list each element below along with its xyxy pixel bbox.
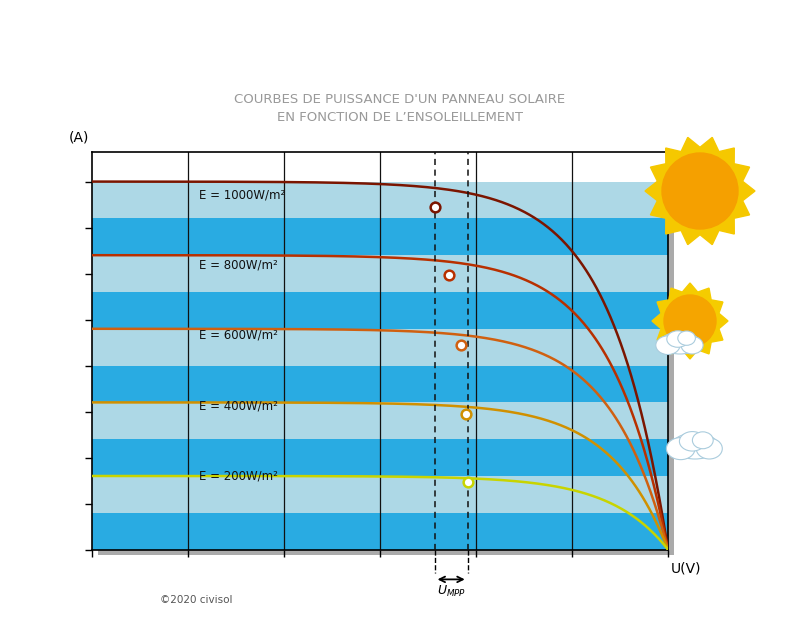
Bar xyxy=(92,255,668,292)
Bar xyxy=(92,219,668,255)
Ellipse shape xyxy=(681,337,703,354)
Bar xyxy=(92,181,668,219)
Bar xyxy=(92,513,668,550)
Circle shape xyxy=(662,153,738,229)
Ellipse shape xyxy=(656,336,680,355)
Text: E = 800W/m²: E = 800W/m² xyxy=(198,258,278,271)
Polygon shape xyxy=(652,283,728,359)
Text: COURBES DE PUISSANCE D'UN PANNEAU SOLAIRE: COURBES DE PUISSANCE D'UN PANNEAU SOLAIR… xyxy=(234,93,566,106)
Bar xyxy=(92,476,668,513)
Text: (A): (A) xyxy=(69,130,89,144)
Text: E = 600W/m²: E = 600W/m² xyxy=(198,329,278,342)
Text: ©2020 civisol: ©2020 civisol xyxy=(160,596,233,605)
Bar xyxy=(92,329,668,366)
Ellipse shape xyxy=(660,332,700,354)
Text: $U_{MPP}$: $U_{MPP}$ xyxy=(437,584,466,599)
Bar xyxy=(92,292,668,329)
Text: E = 1000W/m²: E = 1000W/m² xyxy=(198,188,285,201)
Ellipse shape xyxy=(678,331,695,345)
Ellipse shape xyxy=(679,432,706,451)
Text: E = 400W/m²: E = 400W/m² xyxy=(198,399,278,412)
Text: E = 200W/m²: E = 200W/m² xyxy=(198,469,278,483)
Ellipse shape xyxy=(672,433,718,459)
Ellipse shape xyxy=(666,331,689,347)
Bar xyxy=(92,366,668,402)
Text: EN FONCTION DE L’ENSOLEILLEMENT: EN FONCTION DE L’ENSOLEILLEMENT xyxy=(277,111,523,124)
Text: U(V): U(V) xyxy=(671,561,702,576)
Circle shape xyxy=(664,295,716,347)
Polygon shape xyxy=(645,137,755,245)
Bar xyxy=(92,402,668,439)
Ellipse shape xyxy=(692,432,714,449)
Ellipse shape xyxy=(666,438,695,460)
Ellipse shape xyxy=(696,438,722,459)
Bar xyxy=(92,439,668,476)
